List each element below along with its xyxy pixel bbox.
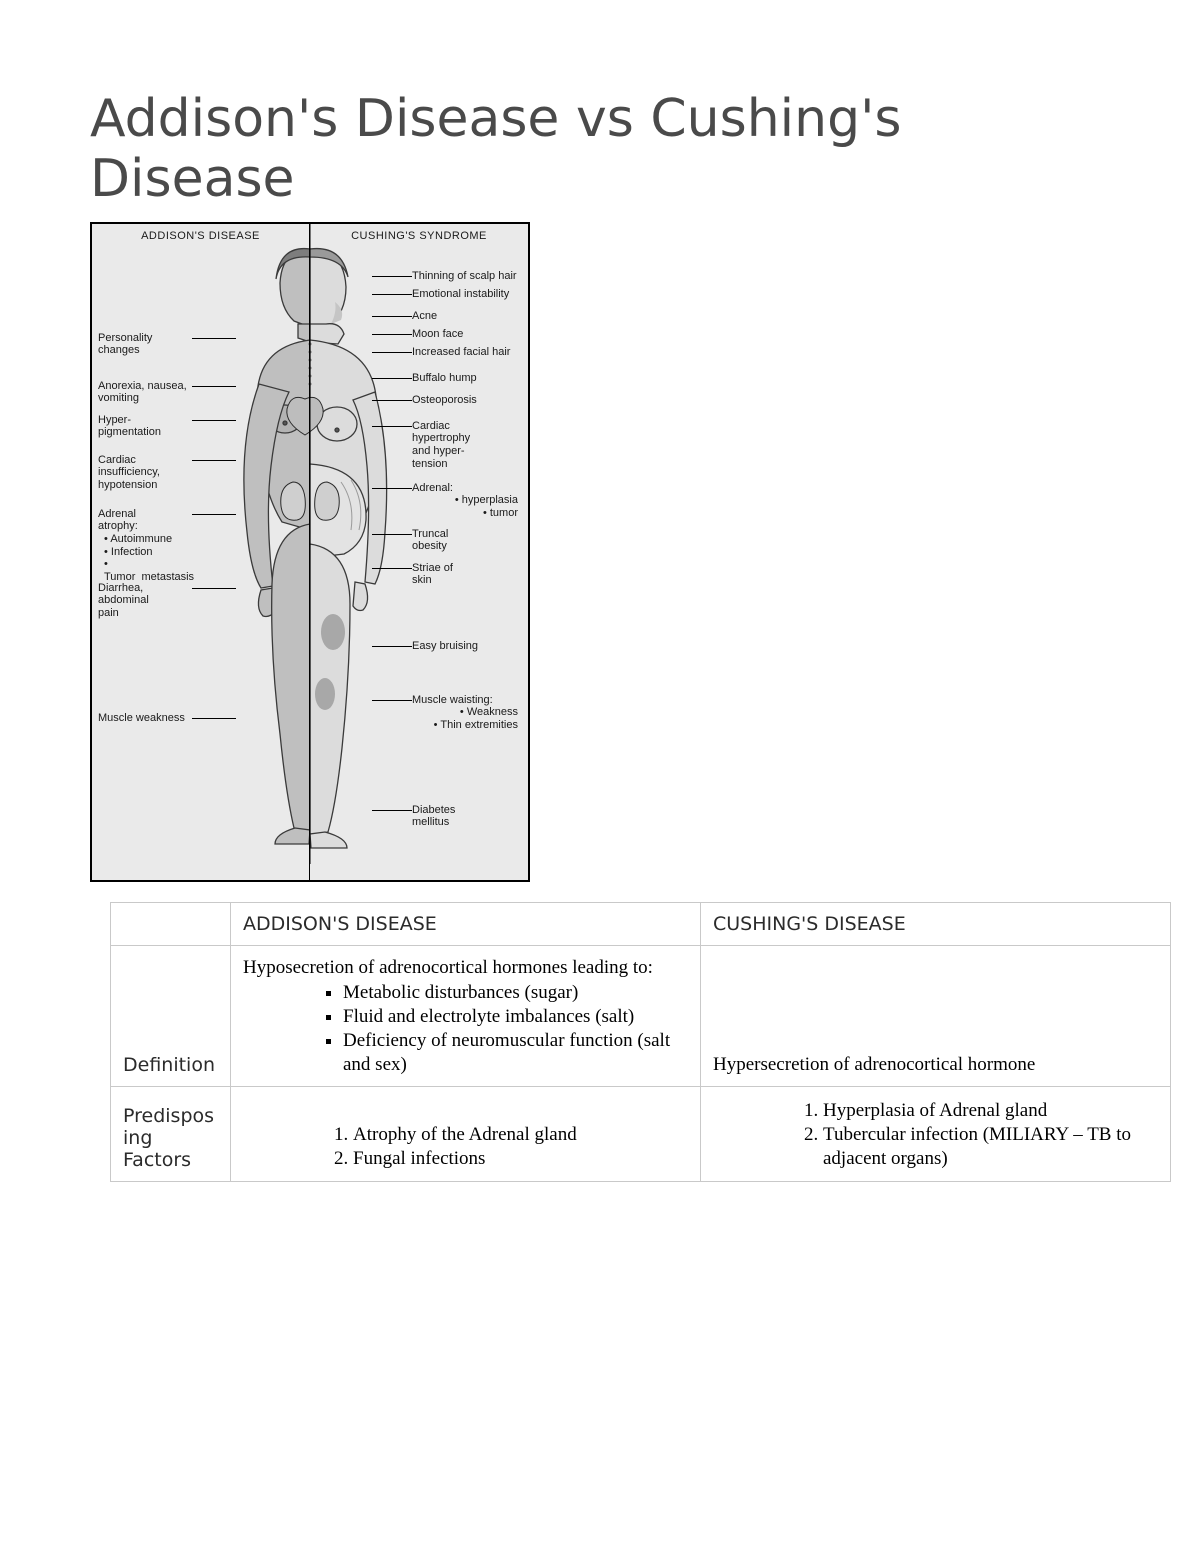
table-header-row: ADDISON'S DISEASE CUSHING'S DISEASE bbox=[111, 902, 1171, 945]
list-item: Atrophy of the Adrenal gland bbox=[353, 1123, 688, 1147]
row-label-definition: Definition bbox=[111, 945, 231, 1087]
list-item: Deficiency of neuromuscular function (sa… bbox=[343, 1029, 688, 1077]
diagram-label: Increased facial hair bbox=[412, 346, 522, 359]
diagram-label: Adrenalatrophy:AutoimmuneInfectionTumor … bbox=[98, 508, 194, 584]
cell-addison-definition: Hyposecretion of adrenocortical hormones… bbox=[231, 945, 701, 1087]
page-title: Addison's Disease vs Cushing's Disease bbox=[90, 90, 1120, 210]
diagram-label: Hyper-pigmentation bbox=[98, 414, 194, 439]
row-label-predisposing: Predisposing Factors bbox=[111, 1087, 231, 1181]
diagram-label: Cardiachypertrophyand hyper-tension bbox=[412, 420, 522, 471]
diagram-right-col: CUSHING'S SYNDROME Thinning of scalp hai… bbox=[310, 224, 528, 880]
comparison-table: ADDISON'S DISEASE CUSHING'S DISEASE Defi… bbox=[110, 902, 1171, 1182]
diagram-right-area: Thinning of scalp hair Emotional instabil… bbox=[314, 252, 524, 872]
diagram-right-title: CUSHING'S SYNDROME bbox=[314, 230, 524, 242]
diagram-label: Diabetesmellitus bbox=[412, 804, 522, 829]
diagram-label: Buffalo hump bbox=[412, 372, 522, 385]
cell-cushing-predisposing: Hyperplasia of Adrenal glandTubercular i… bbox=[701, 1087, 1171, 1181]
list-item: Metabolic disturbances (sugar) bbox=[343, 981, 688, 1005]
diagram-label: Acne bbox=[412, 310, 522, 323]
diagram-label: Truncalobesity bbox=[412, 528, 522, 553]
diagram-label: Easy bruising bbox=[412, 640, 522, 653]
diagram-label: Emotional instability bbox=[412, 288, 522, 301]
diagram-label: Muscle weakness bbox=[98, 712, 194, 725]
diagram-left-title: ADDISON'S DISEASE bbox=[96, 230, 305, 242]
list-item: Fungal infections bbox=[353, 1147, 688, 1171]
table-row: Definition Hyposecretion of adrenocortic… bbox=[111, 945, 1171, 1087]
header-addison: ADDISON'S DISEASE bbox=[231, 902, 701, 945]
header-cushing: CUSHING'S DISEASE bbox=[701, 902, 1171, 945]
diagram-label: Moon face bbox=[412, 328, 522, 341]
diagram-label: Thinning of scalp hair bbox=[412, 270, 522, 283]
cell-addison-predisposing: Atrophy of the Adrenal glandFungal infec… bbox=[231, 1087, 701, 1181]
list-item: Tubercular infection (MILIARY – TB to ad… bbox=[823, 1123, 1158, 1171]
diagram-label: Diarrhea,abdominalpain bbox=[98, 582, 194, 620]
diagram-label: Personality changes bbox=[98, 332, 194, 357]
diagram-label: Striae ofskin bbox=[412, 562, 522, 587]
header-blank bbox=[111, 902, 231, 945]
list-item: Fluid and electrolyte imbalances (salt) bbox=[343, 1005, 688, 1029]
diagram-label: Muscle waisting:WeaknessThin extremities bbox=[412, 694, 522, 732]
cell-cushing-definition: Hypersecretion of adrenocortical hormone bbox=[701, 945, 1171, 1087]
diagram-left-area: Personality changes Anorexia, nausea,vomi… bbox=[96, 252, 305, 872]
diagram-label: Adrenal:hyperplasiatumor bbox=[412, 482, 522, 520]
diagram-left-col: ADDISON'S DISEASE Personality changes Ano… bbox=[92, 224, 310, 880]
diagram-label: Cardiacinsufficiency,hypotension bbox=[98, 454, 194, 492]
comparison-diagram: ADDISON'S DISEASE Personality changes Ano… bbox=[90, 222, 530, 882]
document-page: Addison's Disease vs Cushing's Disease bbox=[0, 0, 1200, 1222]
table-row: Predisposing Factors Atrophy of the Adre… bbox=[111, 1087, 1171, 1181]
list-item: Hyperplasia of Adrenal gland bbox=[823, 1099, 1158, 1123]
diagram-label: Anorexia, nausea,vomiting bbox=[98, 380, 194, 405]
diagram-label: Osteoporosis bbox=[412, 394, 522, 407]
